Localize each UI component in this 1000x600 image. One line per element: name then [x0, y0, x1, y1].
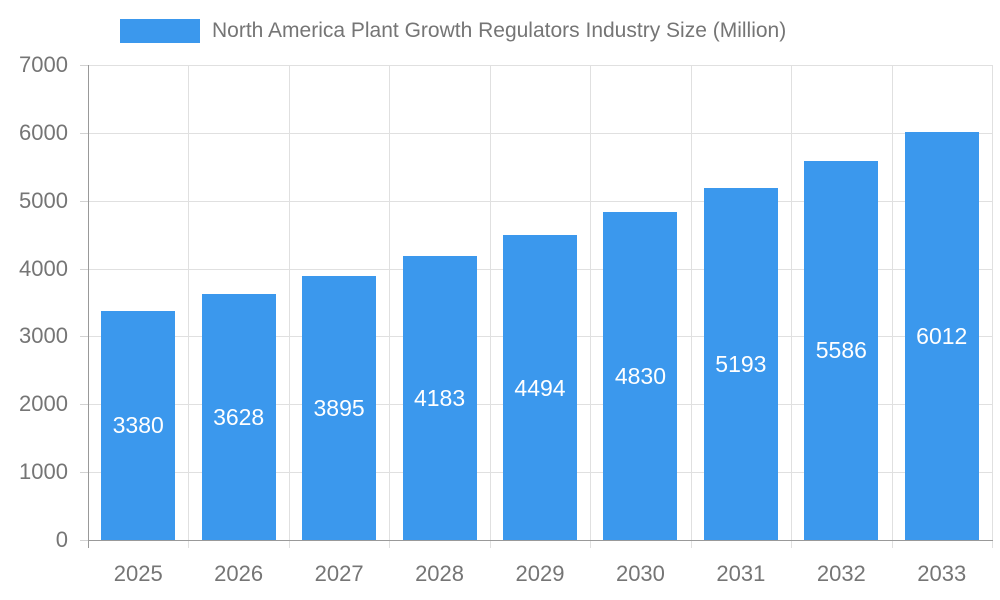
y-axis-tick-label: 0 — [55, 527, 68, 552]
v-gridline — [188, 65, 190, 548]
y-axis-tick-label: 7000 — [19, 52, 68, 77]
bar[interactable] — [302, 275, 377, 540]
v-gridline — [992, 65, 993, 548]
y-axis-tick-label: 6000 — [19, 119, 68, 145]
v-gridline — [288, 65, 290, 548]
bar[interactable] — [603, 212, 678, 540]
y-axis-tick — [80, 200, 88, 202]
v-gridline — [389, 65, 391, 548]
bar-value-label: 4183 — [413, 385, 466, 412]
v-gridline — [489, 65, 491, 548]
bar[interactable] — [703, 187, 778, 540]
x-axis-tick-label: 2027 — [314, 561, 364, 586]
y-axis-tick-label: 2000 — [19, 391, 68, 417]
bar[interactable] — [503, 235, 577, 540]
bar-value-label: 4494 — [514, 374, 566, 401]
y-axis-tick — [80, 404, 88, 406]
v-gridline — [791, 65, 793, 548]
v-gridline — [590, 65, 592, 548]
legend-swatch — [120, 19, 200, 43]
bar[interactable] — [804, 160, 879, 540]
bar-value-label: 5193 — [715, 350, 767, 377]
h-gridline — [88, 65, 992, 66]
y-axis-tick-label: 5000 — [19, 187, 68, 213]
x-axis-tick-label: 2031 — [716, 561, 766, 586]
x-axis-tick-label: 2026 — [214, 561, 264, 586]
v-gridline — [690, 65, 692, 548]
y-axis-tick — [80, 540, 88, 541]
bar[interactable] — [101, 310, 176, 540]
y-axis-tick-label: 1000 — [19, 459, 68, 485]
v-gridline — [891, 65, 893, 548]
y-axis-tick — [80, 132, 88, 134]
y-axis-tick-label: 4000 — [19, 255, 68, 281]
x-axis-tick-label: 2032 — [816, 561, 866, 586]
bar-value-label: 4830 — [614, 363, 667, 390]
y-axis-tick — [80, 65, 88, 66]
y-axis-tick — [80, 472, 88, 474]
x-axis-tick-label: 2028 — [415, 561, 465, 586]
x-axis-tick-label: 2033 — [917, 561, 967, 586]
bar-value-label: 3895 — [313, 394, 365, 421]
bar-value-label: 3380 — [112, 412, 164, 439]
y-axis-line — [88, 65, 89, 548]
y-axis-tick — [80, 268, 88, 270]
h-gridline — [88, 200, 992, 202]
x-axis-tick-label: 2025 — [113, 561, 163, 586]
x-axis-line — [88, 540, 993, 541]
h-gridline — [88, 132, 992, 134]
bar-value-label: 5586 — [815, 337, 867, 364]
y-axis-tick — [80, 336, 88, 338]
bar-value-label: 6012 — [916, 323, 968, 350]
bar[interactable] — [402, 256, 477, 540]
x-axis-tick-label: 2030 — [615, 561, 665, 586]
legend-label: North America Plant Growth Regulators In… — [212, 19, 787, 42]
x-axis-tick-label: 2029 — [515, 561, 565, 586]
y-axis-tick-label: 3000 — [19, 323, 68, 349]
bar[interactable] — [201, 293, 276, 540]
bar-value-label: 3628 — [213, 403, 265, 430]
bar[interactable] — [904, 132, 979, 540]
